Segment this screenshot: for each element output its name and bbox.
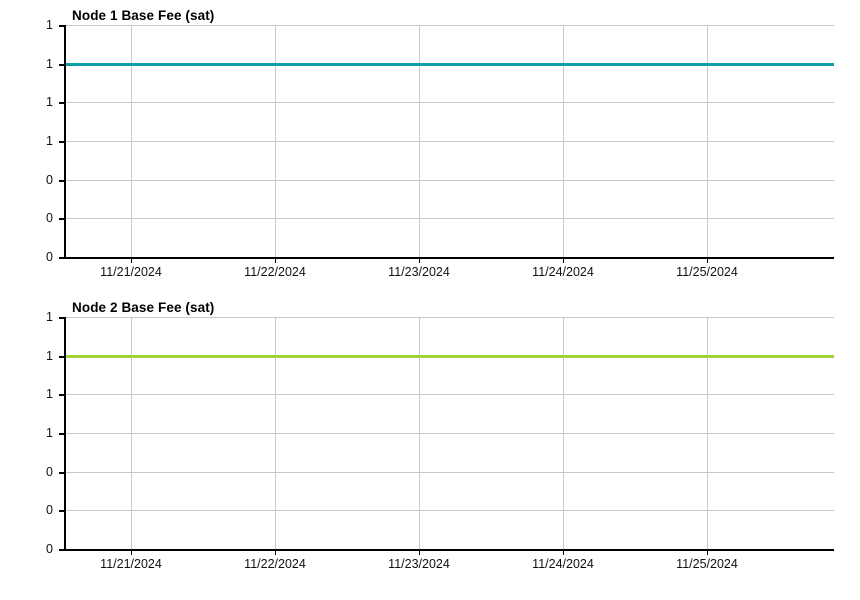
- y-axis-tick-label: 0: [46, 542, 53, 556]
- y-axis-tick-label: 0: [46, 250, 53, 264]
- y-axis-tick: [59, 356, 65, 358]
- x-axis-line: [64, 549, 834, 551]
- x-axis-tick-label: 11/24/2024: [532, 557, 594, 571]
- y-axis-tick-label: 1: [46, 18, 53, 32]
- y-axis-tick-label: 0: [46, 211, 53, 225]
- x-axis-tick-label: 11/22/2024: [244, 265, 306, 279]
- horizontal-gridline: [65, 317, 834, 318]
- y-axis-tick-label: 0: [46, 503, 53, 517]
- y-axis-tick: [59, 549, 65, 551]
- x-axis-line: [64, 257, 834, 259]
- vertical-gridline: [707, 317, 708, 549]
- y-axis-tick-label: 1: [46, 310, 53, 324]
- vertical-gridline: [275, 25, 276, 257]
- x-axis-tick-label: 11/21/2024: [100, 265, 162, 279]
- x-axis-tick: [563, 257, 564, 263]
- y-axis-tick: [59, 317, 65, 319]
- x-axis-tick: [131, 549, 132, 555]
- y-axis-tick: [59, 180, 65, 182]
- y-axis-tick-label: 1: [46, 57, 53, 71]
- y-axis-tick: [59, 141, 65, 143]
- y-axis-tick-label: 1: [46, 95, 53, 109]
- y-axis-tick: [59, 510, 65, 512]
- y-axis-tick-label: 1: [46, 349, 53, 363]
- x-axis-tick: [275, 549, 276, 555]
- y-axis-tick: [59, 102, 65, 104]
- horizontal-gridline: [65, 25, 834, 26]
- x-axis-tick-label: 11/23/2024: [388, 265, 450, 279]
- y-axis-line: [64, 317, 66, 550]
- horizontal-gridline: [65, 433, 834, 434]
- y-axis-tick: [59, 472, 65, 474]
- chart-title: Node 1 Base Fee (sat): [72, 8, 215, 23]
- y-axis-tick: [59, 64, 65, 66]
- x-axis-tick: [707, 257, 708, 263]
- plot-area[interactable]: 1 1 1 1 0 0 0 11/21/2024 11/22/2024 11/23/2024 11/…: [46, 311, 834, 571]
- vertical-gridline: [707, 25, 708, 257]
- x-axis-tick: [563, 549, 564, 555]
- chart-title: Node 2 Base Fee (sat): [72, 300, 215, 315]
- plot-frame: 1 1 1 1 0 0 0 11/21/2024 11/22/2024 11/23/2024 11/…: [46, 19, 834, 279]
- horizontal-gridline: [65, 472, 834, 473]
- horizontal-gridline: [65, 102, 834, 103]
- y-axis-tick: [59, 25, 65, 27]
- x-axis-tick-label: 11/23/2024: [388, 557, 450, 571]
- plot-frame: 1 1 1 1 0 0 0 11/21/2024 11/22/2024 11/23/2024 11/…: [46, 311, 834, 571]
- y-axis-tick: [59, 257, 65, 259]
- horizontal-gridline: [65, 510, 834, 511]
- series-line[interactable]: [65, 63, 834, 66]
- horizontal-gridline: [65, 180, 834, 181]
- y-axis-tick-label: 0: [46, 173, 53, 187]
- x-axis-tick: [275, 257, 276, 263]
- y-axis-tick-label: 1: [46, 426, 53, 440]
- x-axis-tick: [419, 549, 420, 555]
- series-line[interactable]: [65, 355, 834, 358]
- vertical-gridline: [419, 25, 420, 257]
- horizontal-gridline: [65, 218, 834, 219]
- x-axis-tick-label: 11/24/2024: [532, 265, 594, 279]
- vertical-gridline: [563, 317, 564, 549]
- y-axis-tick: [59, 394, 65, 396]
- vertical-gridline: [131, 317, 132, 549]
- plot-area[interactable]: 1 1 1 1 0 0 0 11/21/2024 11/22/2024 11/23/2024 11/…: [46, 19, 834, 279]
- y-axis-tick: [59, 218, 65, 220]
- x-axis-tick: [131, 257, 132, 263]
- horizontal-gridline: [65, 141, 834, 142]
- x-axis-tick: [707, 549, 708, 555]
- vertical-gridline: [563, 25, 564, 257]
- x-axis-tick-label: 11/21/2024: [100, 557, 162, 571]
- x-axis-tick-label: 11/22/2024: [244, 557, 306, 571]
- x-axis-tick-label: 11/25/2024: [676, 557, 738, 571]
- vertical-gridline: [419, 317, 420, 549]
- y-axis-tick-label: 0: [46, 465, 53, 479]
- y-axis-tick-label: 1: [46, 387, 53, 401]
- vertical-gridline: [131, 25, 132, 257]
- x-axis-tick-label: 11/25/2024: [676, 265, 738, 279]
- y-axis-tick: [59, 433, 65, 435]
- y-axis-line: [64, 25, 66, 258]
- vertical-gridline: [275, 317, 276, 549]
- y-axis-tick-label: 1: [46, 134, 53, 148]
- horizontal-gridline: [65, 394, 834, 395]
- x-axis-tick: [419, 257, 420, 263]
